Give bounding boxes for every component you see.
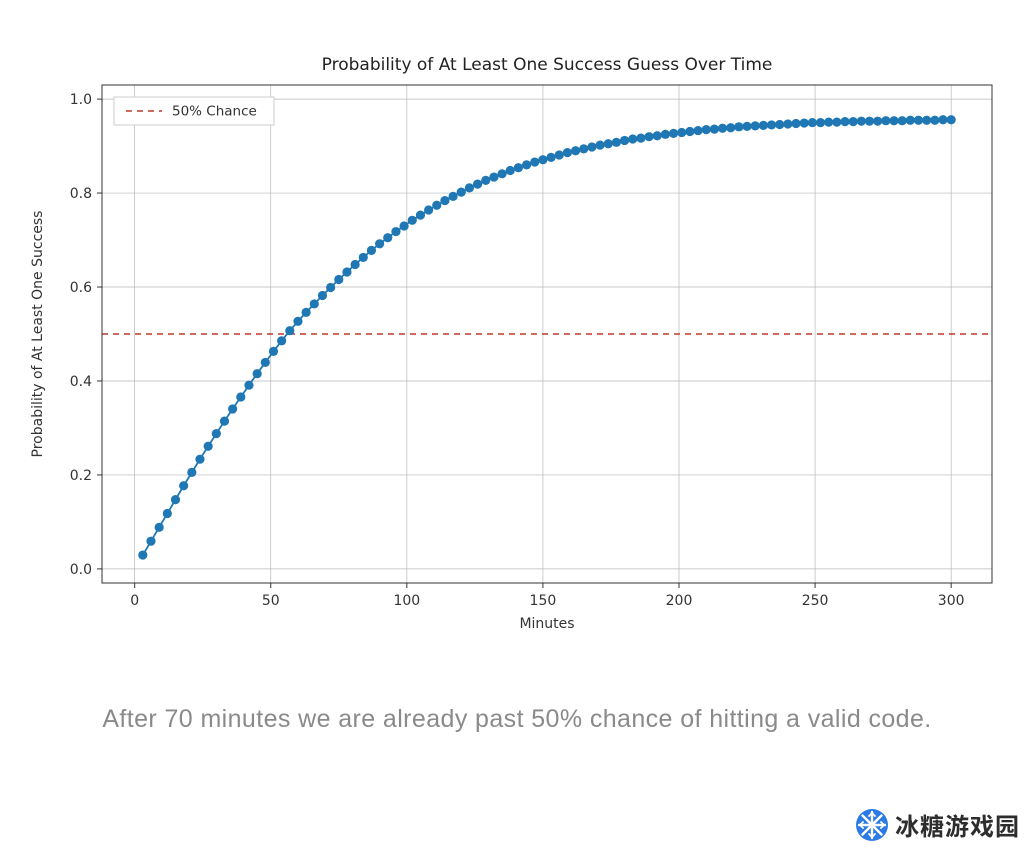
svg-text:250: 250 bbox=[802, 593, 829, 609]
svg-text:1.0: 1.0 bbox=[70, 92, 92, 108]
svg-text:0.0: 0.0 bbox=[70, 562, 92, 578]
caption-text: After 70 minutes we are already past 50%… bbox=[50, 700, 984, 739]
svg-text:0.6: 0.6 bbox=[70, 280, 92, 296]
svg-text:Probability of At Least One Su: Probability of At Least One Success Gues… bbox=[322, 55, 773, 75]
svg-text:0: 0 bbox=[130, 593, 139, 609]
svg-text:200: 200 bbox=[666, 593, 693, 609]
svg-text:50% Chance: 50% Chance bbox=[172, 104, 257, 120]
svg-text:100: 100 bbox=[393, 593, 420, 609]
watermark-label: 冰糖游戏园 bbox=[895, 807, 1020, 842]
svg-text:0.4: 0.4 bbox=[70, 374, 92, 390]
svg-text:Minutes: Minutes bbox=[519, 616, 574, 632]
watermark: 冰糖游戏园 bbox=[855, 807, 1020, 842]
probability-chart: 0 50 100 150 200 250 300 0.0 0.2 0.4 0.6 0.8 1.0 Minu… bbox=[0, 0, 1034, 640]
svg-text:150: 150 bbox=[530, 593, 557, 609]
svg-text:300: 300 bbox=[938, 593, 965, 609]
svg-text:50: 50 bbox=[262, 593, 280, 609]
svg-text:0.2: 0.2 bbox=[70, 468, 92, 484]
snowflake-icon bbox=[855, 808, 889, 842]
svg-text:Probability of At Least One Su: Probability of At Least One Success bbox=[30, 211, 46, 458]
svg-text:0.8: 0.8 bbox=[70, 186, 92, 202]
